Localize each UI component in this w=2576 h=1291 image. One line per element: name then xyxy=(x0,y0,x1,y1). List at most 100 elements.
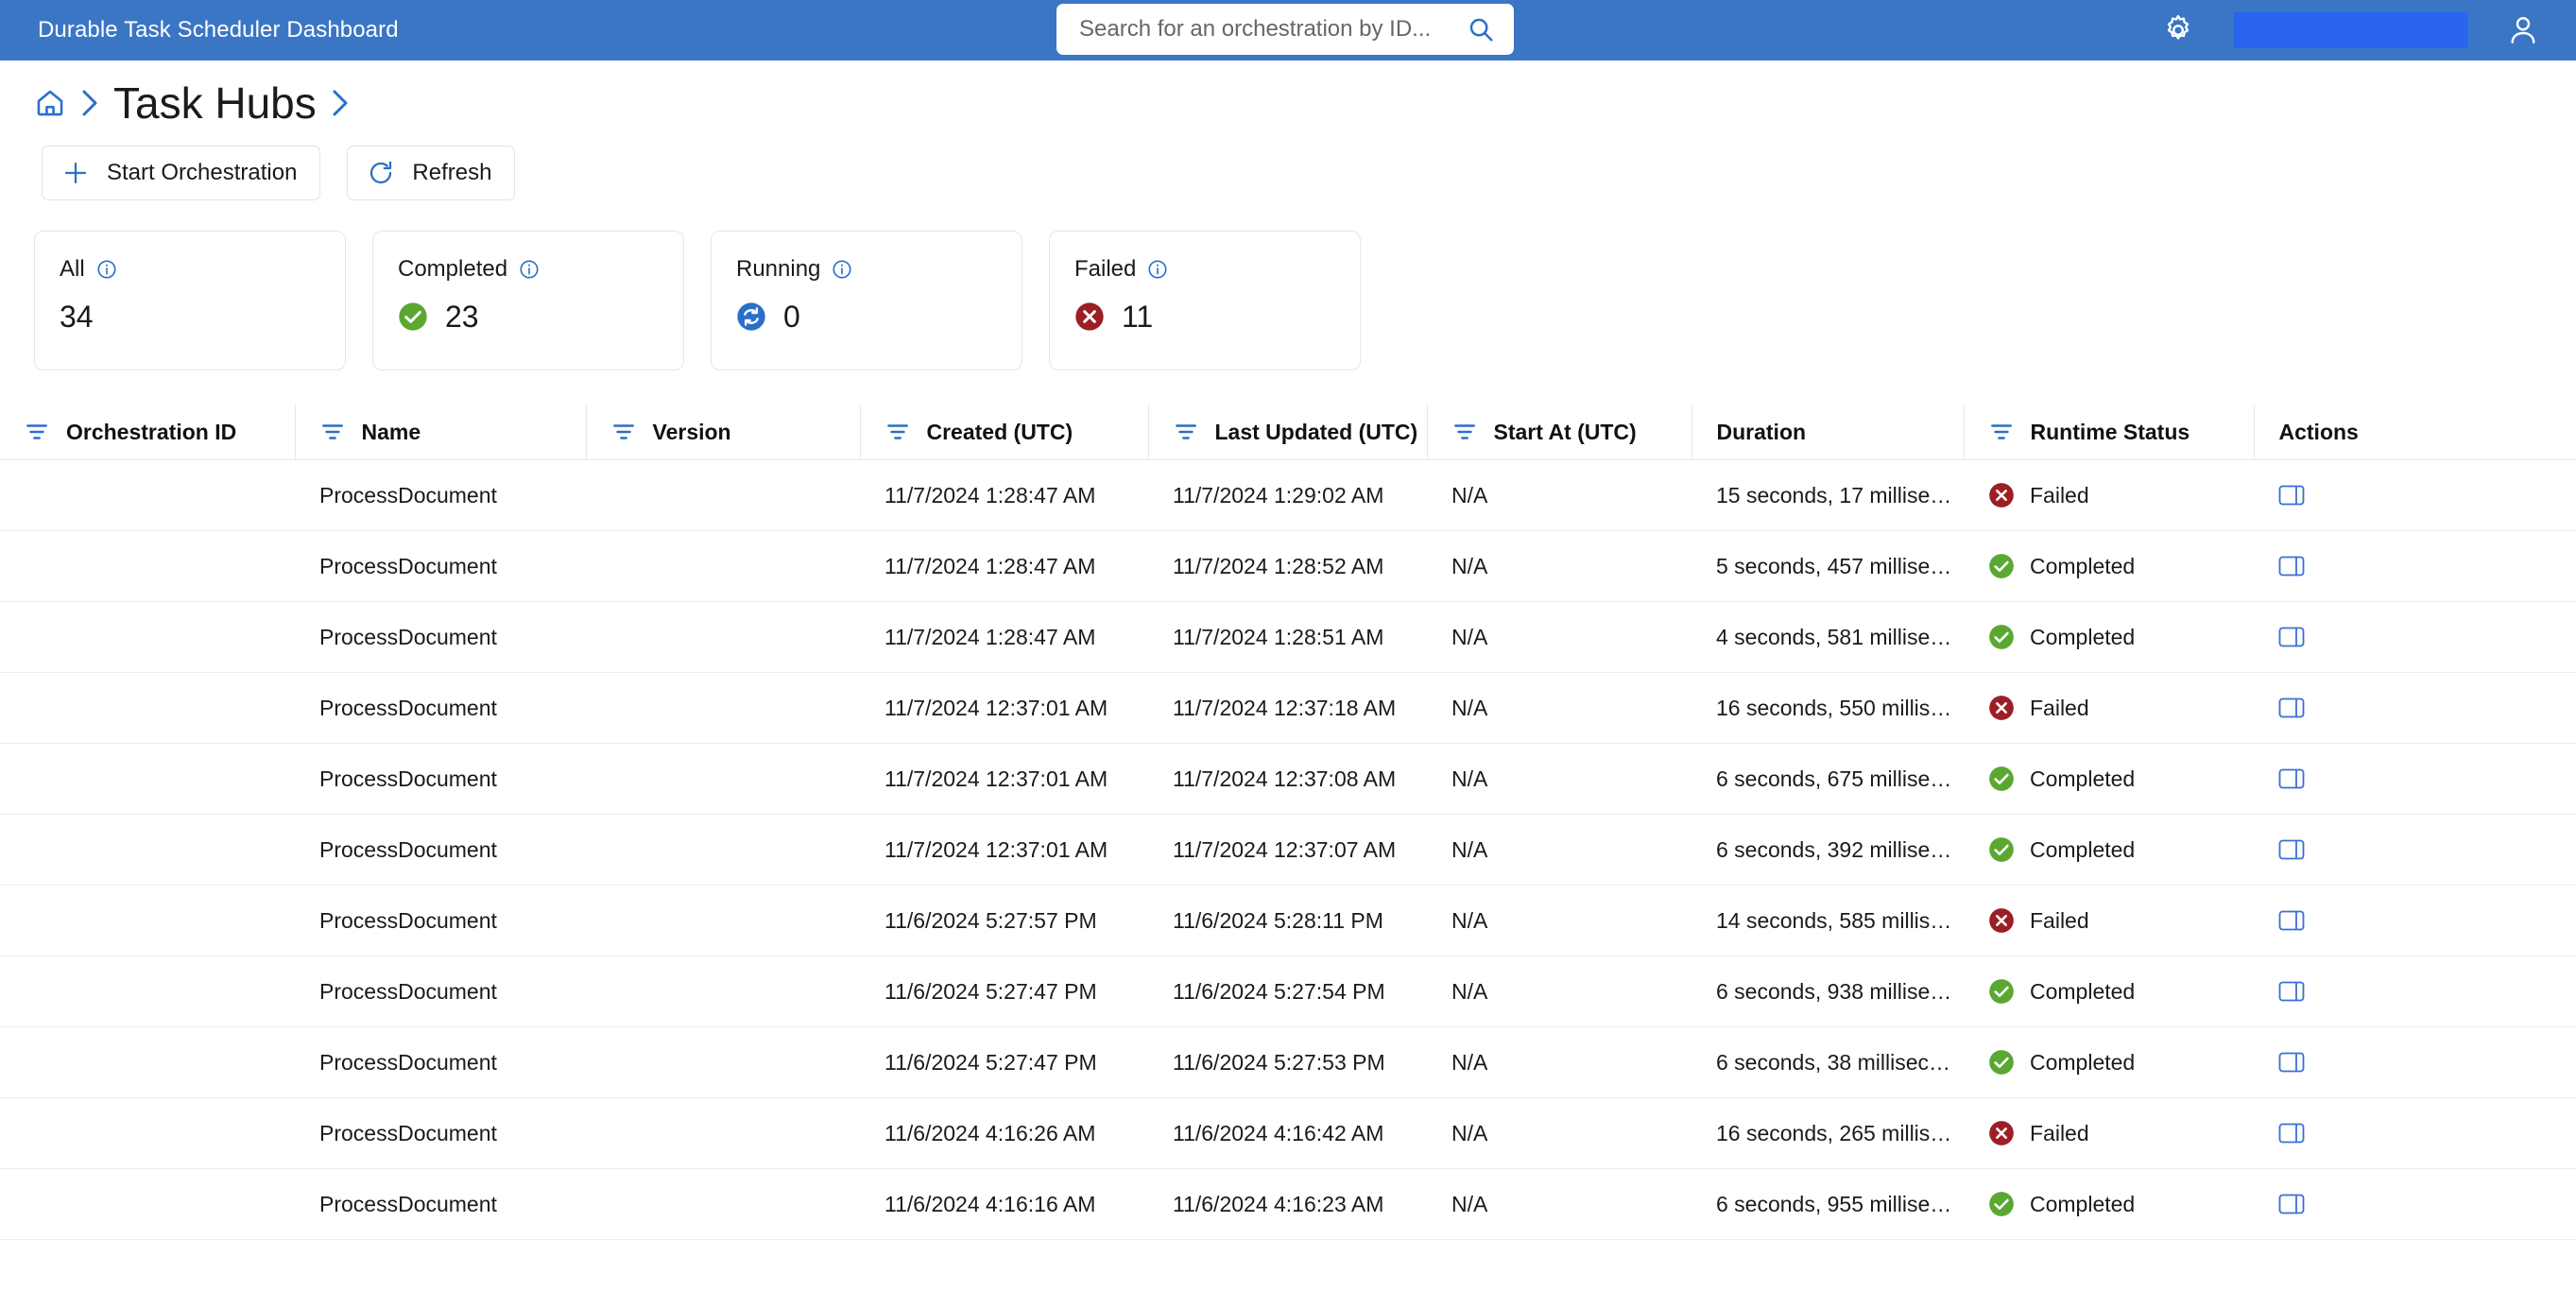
filter-icon[interactable] xyxy=(1174,420,1215,444)
cell-orchestration-id xyxy=(0,530,295,602)
search-box[interactable] xyxy=(1056,4,1514,55)
column-header-runtime-status[interactable]: Runtime Status xyxy=(1964,405,2255,460)
table-row[interactable]: ProcessDocument 11/6/2024 4:16:26 AM 11/6/… xyxy=(0,1097,2576,1169)
cell-name: ProcessDocument xyxy=(295,601,586,673)
status-card-completed[interactable]: Completed 23 xyxy=(372,231,684,370)
cell-created: 11/6/2024 4:16:16 AM xyxy=(860,1168,1148,1240)
cell-duration: 16 seconds, 265 millis… xyxy=(1692,1097,1964,1169)
breadcrumb-separator-2[interactable] xyxy=(317,89,364,117)
panel-icon[interactable] xyxy=(2278,697,2576,719)
status-badge-label: Completed xyxy=(2030,1191,2136,1216)
start-orchestration-button[interactable]: Start Orchestration xyxy=(42,146,321,200)
filter-icon[interactable] xyxy=(25,420,66,444)
column-header-created[interactable]: Created (UTC) xyxy=(860,405,1149,460)
column-header-version[interactable]: Version xyxy=(586,405,861,460)
status-badge-label: Completed xyxy=(2030,1049,2136,1075)
filter-icon[interactable] xyxy=(1452,420,1494,444)
column-header-last-updated[interactable]: Last Updated (UTC) xyxy=(1148,405,1428,460)
info-icon[interactable] xyxy=(1136,259,1168,280)
cell-name: ProcessDocument xyxy=(295,530,586,602)
filter-icon[interactable] xyxy=(320,420,362,444)
table-row[interactable]: ProcessDocument 11/7/2024 1:28:47 AM 11/7/… xyxy=(0,601,2576,673)
search-icon[interactable] xyxy=(1467,15,1495,43)
column-header-start-at-label: Start At (UTC) xyxy=(1493,419,1637,444)
info-icon[interactable] xyxy=(820,259,852,280)
cell-actions xyxy=(2254,672,2576,744)
panel-icon[interactable] xyxy=(2278,909,2576,932)
column-header-orchestration-id[interactable]: Orchestration ID xyxy=(0,405,296,460)
column-header-name[interactable]: Name xyxy=(295,405,587,460)
app-title: Durable Task Scheduler Dashboard xyxy=(38,17,399,43)
status-card-failed[interactable]: Failed 11 xyxy=(1049,231,1361,370)
check-circle-icon xyxy=(1988,1049,2030,1076)
table-row[interactable]: ProcessDocument 11/7/2024 1:28:47 AM 11/7/… xyxy=(0,459,2576,531)
status-badge-label: Failed xyxy=(2030,907,2089,933)
panel-icon[interactable] xyxy=(2278,626,2576,648)
x-circle-icon xyxy=(1988,695,2030,721)
status-card-failed-value: 11 xyxy=(1122,300,1154,334)
table-row[interactable]: ProcessDocument 11/6/2024 5:27:47 PM 11/6/… xyxy=(0,955,2576,1027)
panel-icon[interactable] xyxy=(2278,838,2576,861)
table-row[interactable]: ProcessDocument 11/6/2024 4:16:16 AM 11/6/… xyxy=(0,1168,2576,1240)
table-row[interactable]: ProcessDocument 11/7/2024 12:37:01 AM 11/7… xyxy=(0,814,2576,886)
column-header-duration[interactable]: Duration xyxy=(1692,405,1965,460)
table-row[interactable]: ProcessDocument 11/6/2024 5:27:57 PM 11/6/… xyxy=(0,885,2576,956)
account-icon[interactable] xyxy=(2468,13,2576,47)
info-icon[interactable] xyxy=(85,259,117,280)
cell-duration: 6 seconds, 675 millise… xyxy=(1692,743,1964,815)
filter-icon[interactable] xyxy=(1989,420,2031,444)
cell-version xyxy=(586,530,860,602)
panel-icon[interactable] xyxy=(2278,1193,2576,1215)
cell-created: 11/6/2024 5:27:57 PM xyxy=(860,885,1148,956)
cell-name: ProcessDocument xyxy=(295,1026,586,1098)
column-header-duration-label: Duration xyxy=(1716,419,1807,444)
cell-created: 11/6/2024 5:27:47 PM xyxy=(860,955,1148,1027)
running-circle-icon xyxy=(736,301,783,332)
table-row[interactable]: ProcessDocument 11/7/2024 1:28:47 AM 11/7/… xyxy=(0,530,2576,602)
cell-last-updated: 11/6/2024 5:27:54 PM xyxy=(1148,955,1427,1027)
cell-name: ProcessDocument xyxy=(295,885,586,956)
filter-icon[interactable] xyxy=(885,420,927,444)
cell-start-at: N/A xyxy=(1427,530,1692,602)
cell-runtime-status: Completed xyxy=(1964,1168,2254,1240)
cell-last-updated: 11/7/2024 1:28:51 AM xyxy=(1148,601,1427,673)
status-card-all-value: 34 xyxy=(60,300,94,334)
table-row[interactable]: ProcessDocument 11/7/2024 12:37:01 AM 11/7… xyxy=(0,672,2576,744)
column-header-actions: Actions xyxy=(2254,405,2576,460)
check-circle-icon xyxy=(1988,978,2030,1005)
panel-icon[interactable] xyxy=(2278,484,2576,507)
header-highlight-block[interactable] xyxy=(2234,12,2468,48)
filter-icon[interactable] xyxy=(611,420,653,444)
page-toolbar: Start Orchestration Refresh xyxy=(42,146,2576,200)
info-icon[interactable] xyxy=(507,259,540,280)
panel-icon[interactable] xyxy=(2278,1122,2576,1145)
gear-icon[interactable] xyxy=(2160,12,2196,48)
column-header-last-updated-label: Last Updated (UTC) xyxy=(1214,419,1418,444)
table-row[interactable]: ProcessDocument 11/6/2024 5:27:47 PM 11/6/… xyxy=(0,1026,2576,1098)
cell-runtime-status: Completed xyxy=(1964,1026,2254,1098)
x-circle-icon xyxy=(1988,907,2030,934)
panel-icon[interactable] xyxy=(2278,555,2576,577)
cell-orchestration-id xyxy=(0,955,295,1027)
cell-duration: 6 seconds, 955 millise… xyxy=(1692,1168,1964,1240)
cell-last-updated: 11/6/2024 4:16:23 AM xyxy=(1148,1168,1427,1240)
status-card-running[interactable]: Running 0 xyxy=(711,231,1022,370)
refresh-button[interactable]: Refresh xyxy=(347,146,516,200)
search-input[interactable] xyxy=(1077,15,1467,43)
panel-icon[interactable] xyxy=(2278,980,2576,1003)
status-card-all-header: All xyxy=(60,256,345,283)
cell-actions xyxy=(2254,1097,2576,1169)
plus-icon xyxy=(61,159,107,187)
status-card-all[interactable]: All 34 xyxy=(34,231,346,370)
check-circle-icon xyxy=(1988,553,2030,579)
column-header-start-at[interactable]: Start At (UTC) xyxy=(1427,405,1692,460)
status-card-completed-header: Completed xyxy=(398,256,683,283)
cell-last-updated: 11/6/2024 4:16:42 AM xyxy=(1148,1097,1427,1169)
cell-version xyxy=(586,814,860,886)
panel-icon[interactable] xyxy=(2278,767,2576,790)
panel-icon[interactable] xyxy=(2278,1051,2576,1074)
cell-actions xyxy=(2254,955,2576,1027)
table-row[interactable]: ProcessDocument 11/7/2024 12:37:01 AM 11/7… xyxy=(0,743,2576,815)
status-card-running-label: Running xyxy=(736,256,821,282)
home-icon[interactable] xyxy=(34,87,66,119)
